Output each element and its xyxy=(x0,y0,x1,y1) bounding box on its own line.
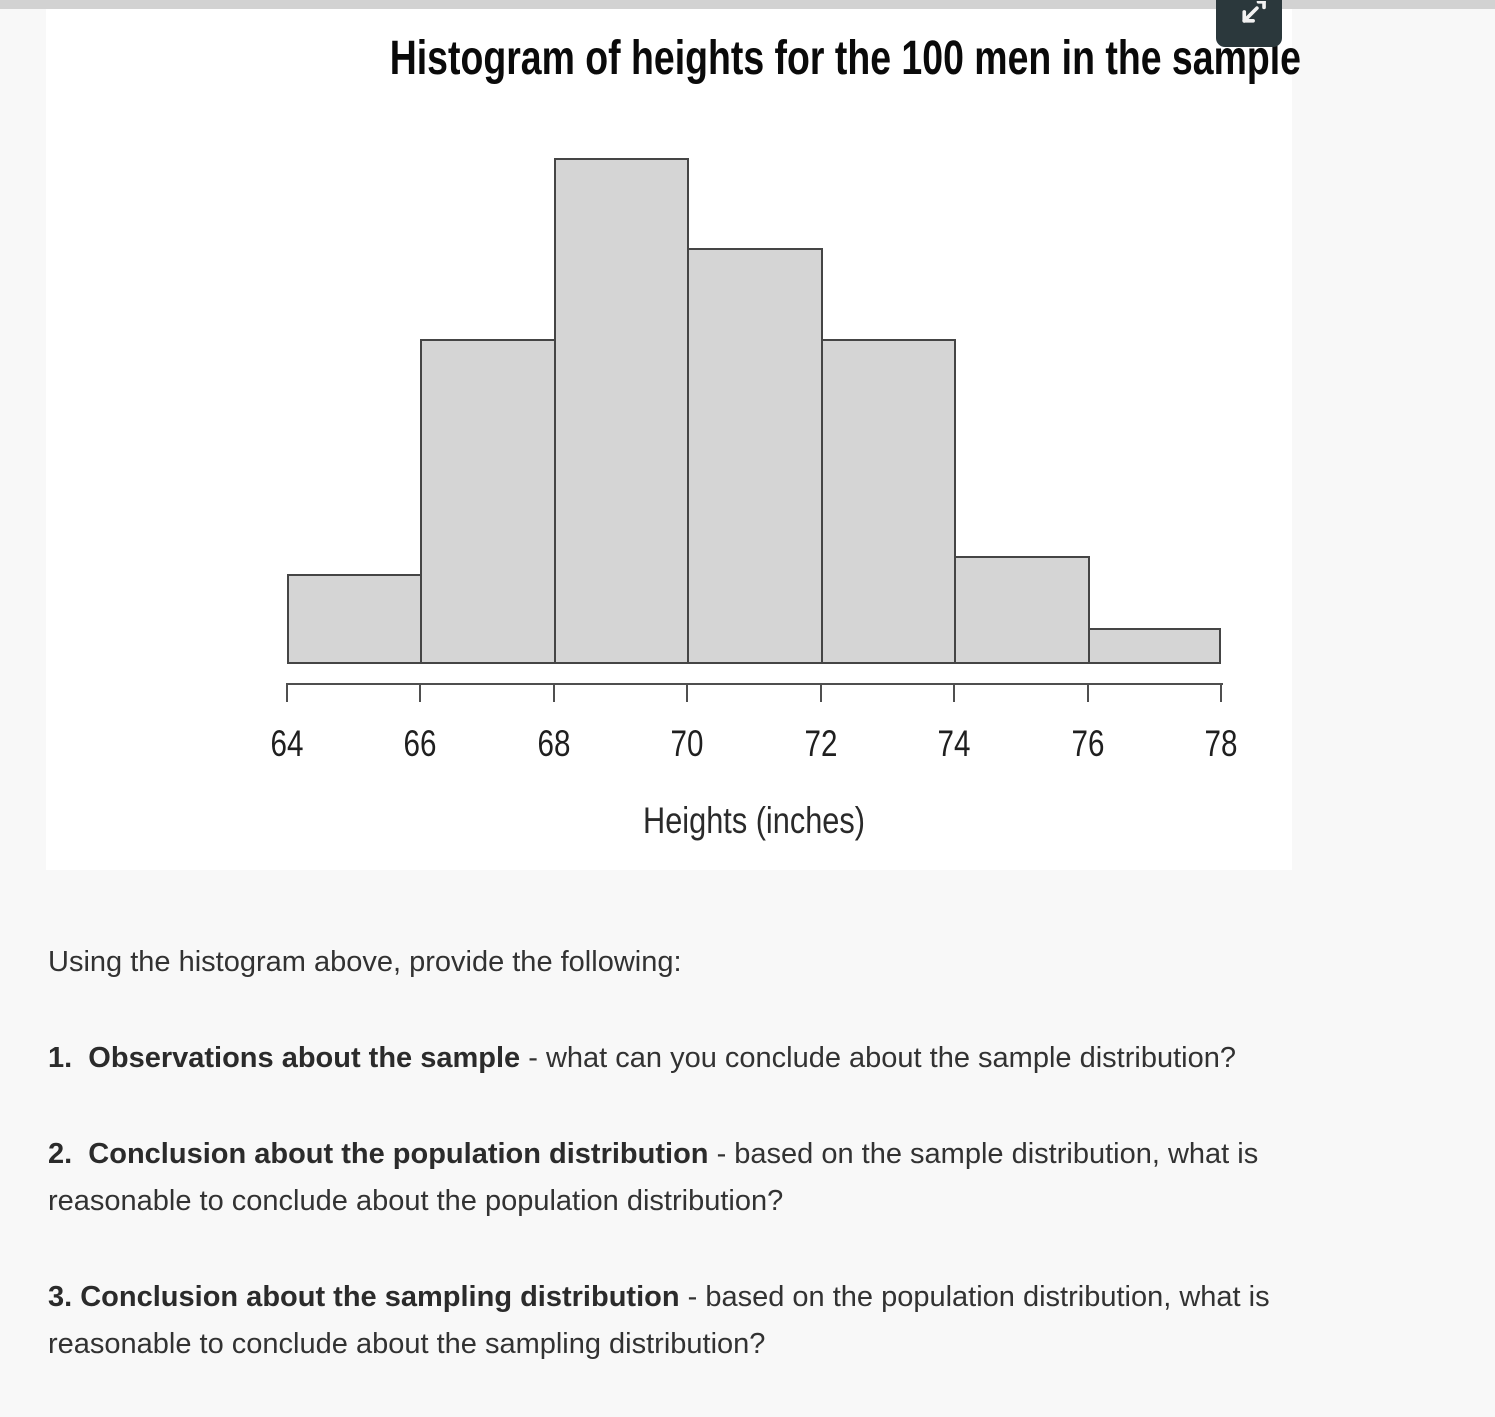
x-axis-tick-label: 70 xyxy=(670,723,704,764)
histogram-bar xyxy=(1087,628,1221,664)
question-3-bold: 3. Conclusion about the sampling distrib… xyxy=(48,1281,680,1313)
question-1-text: - what can you conclude about the sample… xyxy=(520,1042,1236,1074)
histogram-bar xyxy=(287,574,423,664)
question-item-3: 3. Conclusion about the sampling distrib… xyxy=(48,1274,1478,1368)
question-item-2: 2. Conclusion about the population distr… xyxy=(48,1131,1478,1225)
question-2-bold: 2. Conclusion about the population distr… xyxy=(48,1138,709,1170)
question-2-text-line1: - based on the sample distribution, what… xyxy=(708,1138,1259,1170)
x-axis-tick xyxy=(419,684,422,702)
histogram-bar xyxy=(954,556,1090,664)
x-axis-tick xyxy=(1086,684,1089,702)
x-axis-tick-label: 66 xyxy=(403,723,437,764)
histogram-bar xyxy=(820,339,957,664)
x-axis-tick-label: 68 xyxy=(537,723,571,764)
x-axis-tick-label: 64 xyxy=(270,723,304,764)
x-axis-tick xyxy=(1220,684,1222,702)
histogram-bar xyxy=(687,248,823,664)
x-axis-tick xyxy=(819,684,822,702)
histogram-bar xyxy=(553,158,690,664)
x-axis-tick xyxy=(686,684,689,702)
question-item-1: 1. Observations about the sample - what … xyxy=(48,1035,1478,1082)
top-strip xyxy=(0,0,1495,9)
x-axis-tick-label: 78 xyxy=(1204,723,1238,764)
page: Histogram of heights for the 100 men in … xyxy=(0,0,1495,1360)
x-axis-line xyxy=(286,683,1223,685)
collapse-arrow-icon xyxy=(1242,1,1266,23)
x-axis-tick xyxy=(552,684,555,702)
histogram-bar xyxy=(420,339,556,664)
x-axis-tick-label: 76 xyxy=(1071,723,1105,764)
histogram-plot xyxy=(287,9,1221,664)
question-3-text-line2: reasonable to conclude about the samplin… xyxy=(48,1328,766,1360)
questions-section: Using the histogram above, provide the f… xyxy=(48,939,1478,1417)
x-axis-tick-label: 74 xyxy=(937,723,971,764)
instructions-text: Using the histogram above, provide the f… xyxy=(48,946,682,978)
question-2-text-line2: reasonable to conclude about the populat… xyxy=(48,1185,784,1217)
chart-card: Histogram of heights for the 100 men in … xyxy=(46,9,1301,870)
question-3-text-line1: - based on the population distribution, … xyxy=(679,1281,1270,1313)
collapse-fullscreen-button[interactable] xyxy=(1216,0,1282,47)
x-axis-label: Heights (inches) xyxy=(643,800,865,841)
x-axis-tick-label: 72 xyxy=(804,723,838,764)
x-axis-tick xyxy=(953,684,956,702)
x-axis-tick xyxy=(286,684,288,702)
question-1-bold: 1. Observations about the sample xyxy=(48,1042,521,1074)
